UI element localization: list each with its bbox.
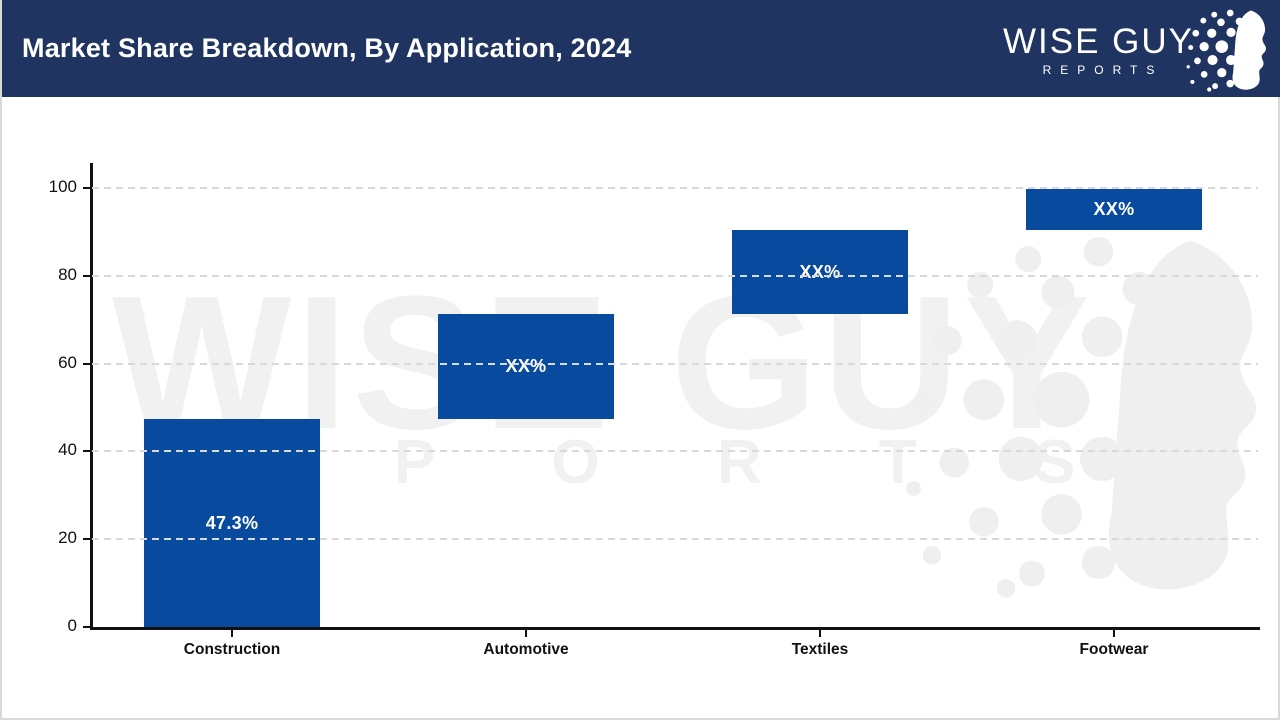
x-tick-mark — [1113, 629, 1115, 637]
y-tick-label: 100 — [48, 177, 77, 196]
y-tick-mark — [83, 450, 90, 453]
y-tick-mark — [83, 626, 90, 628]
y-tick-label: 80 — [58, 264, 77, 284]
wise-guy-reports-logo: WISE GUY REPORTS — [1003, 8, 1268, 92]
x-category-label: Textiles — [791, 641, 849, 658]
header-bar: Market Share Breakdown, By Application, … — [2, 0, 1280, 97]
x-category-label: Footwear — [1079, 641, 1149, 658]
logo-wiseguy-text: WISE GUY — [1002, 21, 1194, 61]
y-tick-label: 60 — [58, 352, 77, 372]
y-tick-mark — [83, 538, 90, 541]
bar-value-label: XX% — [1093, 199, 1135, 219]
bar-construction: 47.3% — [144, 419, 320, 627]
page-title: Market Share Breakdown, By Application, … — [22, 33, 632, 63]
waterfall-chart: 0 20 40 60 80 100 47.3% Construction XX% Automoti… — [2, 97, 1280, 720]
y-tick-mark — [83, 274, 90, 277]
logo-dotted-head-icon — [1186, 9, 1267, 92]
x-tick-mark — [819, 629, 821, 637]
y-tick-label: 20 — [58, 528, 77, 548]
y-axis-line — [90, 163, 93, 630]
x-category-label: Automotive — [483, 641, 569, 658]
gridline-80 — [92, 274, 1258, 277]
gridline-20 — [92, 538, 1258, 541]
bar-value-label: XX% — [799, 261, 841, 282]
gridline-100 — [92, 187, 1258, 189]
bar-textiles: XX% — [732, 229, 908, 315]
x-tick-mark — [525, 629, 527, 637]
bar-value-label: 47.3% — [205, 512, 259, 533]
gridline-40 — [92, 450, 1258, 453]
bar-value-label: XX% — [505, 356, 547, 377]
gridline-60 — [92, 362, 1258, 365]
x-tick-mark — [231, 629, 233, 637]
logo-reports-text: REPORTS — [1042, 62, 1164, 77]
y-tick-label: 0 — [67, 616, 77, 635]
x-axis-line — [90, 627, 1260, 630]
y-tick-label: 40 — [58, 440, 77, 460]
y-tick-mark — [83, 187, 90, 189]
bar-footwear: XX% — [1026, 189, 1202, 230]
x-category-label: Construction — [183, 641, 281, 658]
y-tick-mark — [83, 362, 90, 365]
bar-automotive: XX% — [438, 314, 614, 420]
